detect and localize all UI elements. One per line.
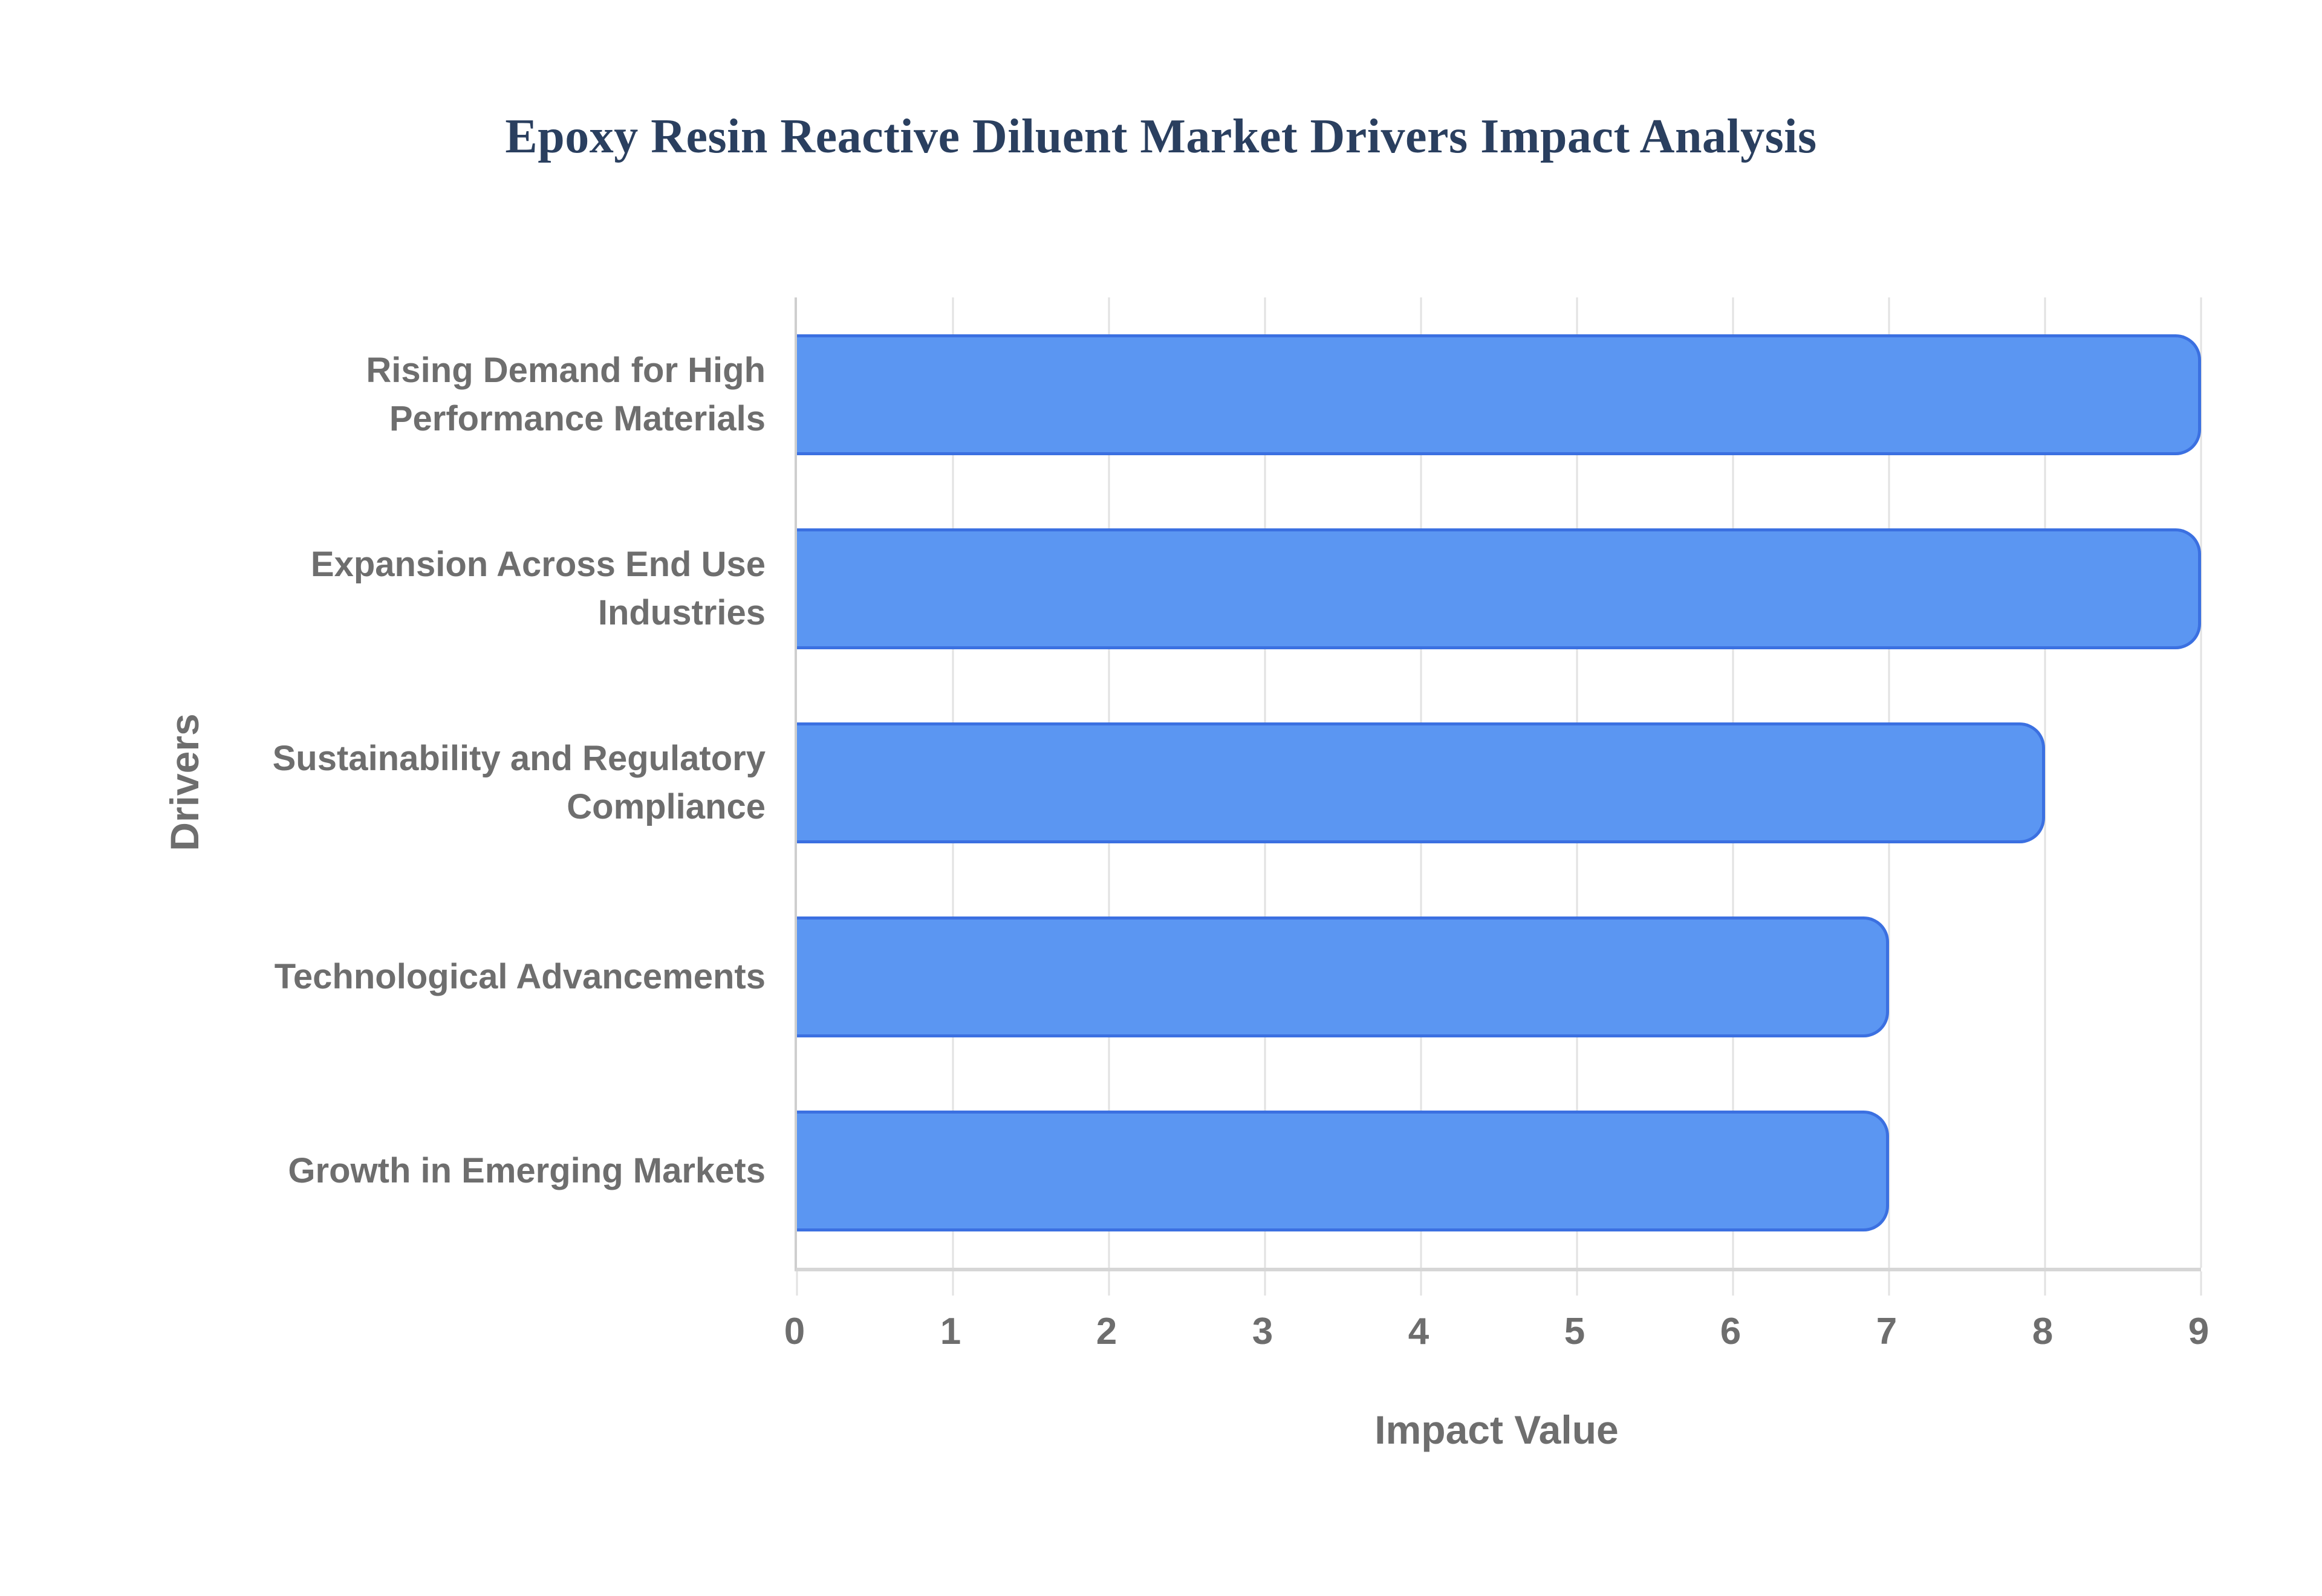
x-tick-label: 3 [1252,1311,1273,1352]
plot-area [795,297,2202,1296]
x-tick-label: 7 [1876,1311,1898,1352]
x-tick-label: 0 [784,1311,805,1352]
y-category-label: Rising Demand for High Performance Mater… [366,350,766,438]
tick-mark [952,1271,954,1296]
y-axis-labels: Rising Demand for High Performance Mater… [16,0,766,1596]
tick-mark [1420,1271,1422,1296]
x-axis-title: Impact Value [1374,1407,1619,1452]
tick-mark [2200,1271,2202,1296]
x-tick-label: 1 [940,1311,961,1352]
chart-title: Epoxy Resin Reactive Diluent Market Driv… [505,110,1817,163]
y-category-label: Expansion Across End Use Industries [310,544,766,632]
gridline [2200,297,2202,1268]
tick-mark [1888,1271,1890,1296]
x-tick-label: 9 [2188,1311,2210,1352]
x-tick-label: 8 [2032,1311,2054,1352]
x-tick-label: 5 [1564,1311,1585,1352]
y-category-label: Growth in Emerging Markets [288,1150,766,1190]
bar [797,722,2045,843]
tick-mark [1264,1271,1266,1296]
gridline [2044,297,2046,1268]
tick-mark [2044,1271,2046,1296]
tick-mark [1732,1271,1734,1296]
bar [797,1110,1889,1231]
x-tick-label: 6 [1720,1311,1742,1352]
bar [797,334,2201,455]
tick-mark [1108,1271,1110,1296]
bar [797,528,2201,649]
y-category-label: Technological Advancements [274,956,766,996]
bar [797,916,1889,1037]
x-tick-label: 2 [1096,1311,1117,1352]
x-tick-label: 4 [1408,1311,1429,1352]
tick-mark [796,1271,798,1296]
y-category-label: Sustainability and Regulatory Compliance [272,738,766,826]
tick-mark [1576,1271,1578,1296]
